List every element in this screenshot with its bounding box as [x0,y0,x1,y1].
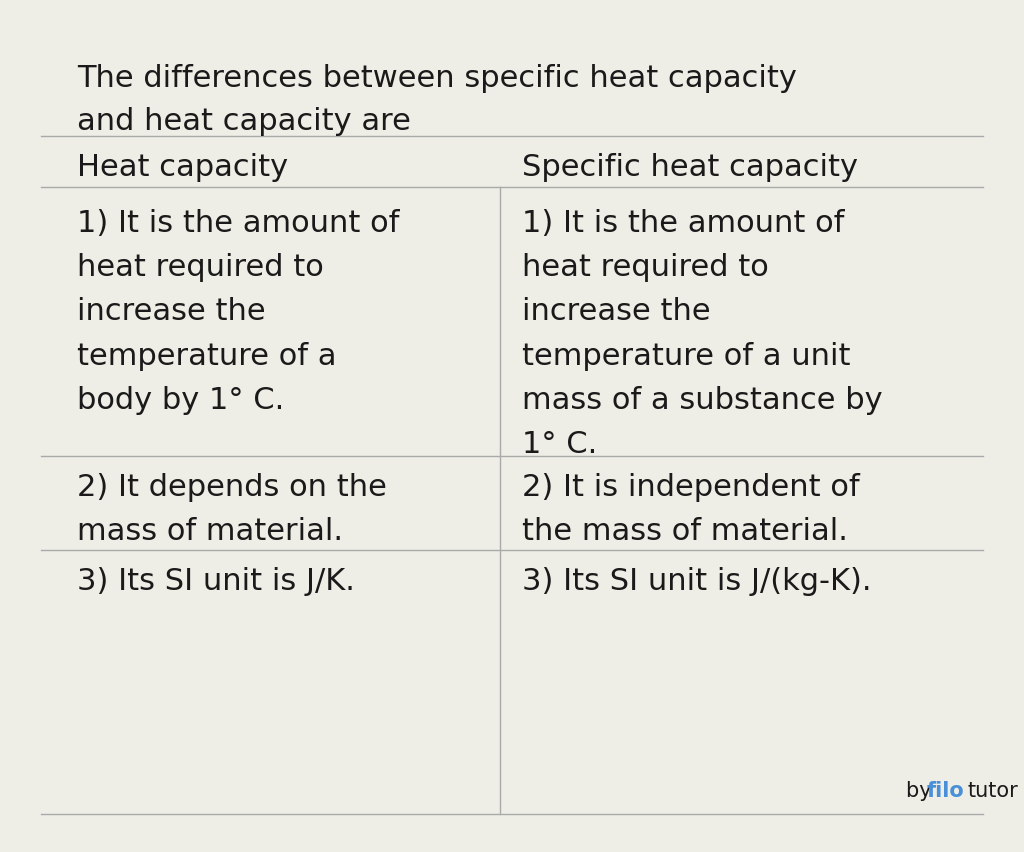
Text: filo: filo [927,781,965,801]
Text: 1) It is the amount of: 1) It is the amount of [77,209,399,238]
Text: and heat capacity are: and heat capacity are [77,106,411,135]
Text: increase the: increase the [77,297,265,326]
Text: mass of material.: mass of material. [77,517,343,546]
Text: heat required to: heat required to [77,253,324,282]
Text: 1° C.: 1° C. [522,430,597,459]
Text: 3) Its SI unit is J/(kg-K).: 3) Its SI unit is J/(kg-K). [522,567,871,596]
Text: by: by [906,781,938,801]
Text: Heat capacity: Heat capacity [77,153,288,182]
Text: heat required to: heat required to [522,253,769,282]
Text: Specific heat capacity: Specific heat capacity [522,153,858,182]
Text: 2) It depends on the: 2) It depends on the [77,473,387,502]
Text: body by 1° C.: body by 1° C. [77,386,284,415]
Text: The differences between specific heat capacity: The differences between specific heat ca… [77,64,797,93]
Text: tutor: tutor [968,781,1019,801]
Text: the mass of material.: the mass of material. [522,517,848,546]
Text: mass of a substance by: mass of a substance by [522,386,883,415]
Text: 1) It is the amount of: 1) It is the amount of [522,209,845,238]
Text: 2) It is independent of: 2) It is independent of [522,473,860,502]
Text: temperature of a: temperature of a [77,342,336,371]
Text: 3) Its SI unit is J/K.: 3) Its SI unit is J/K. [77,567,354,596]
Text: temperature of a unit: temperature of a unit [522,342,851,371]
Text: increase the: increase the [522,297,711,326]
